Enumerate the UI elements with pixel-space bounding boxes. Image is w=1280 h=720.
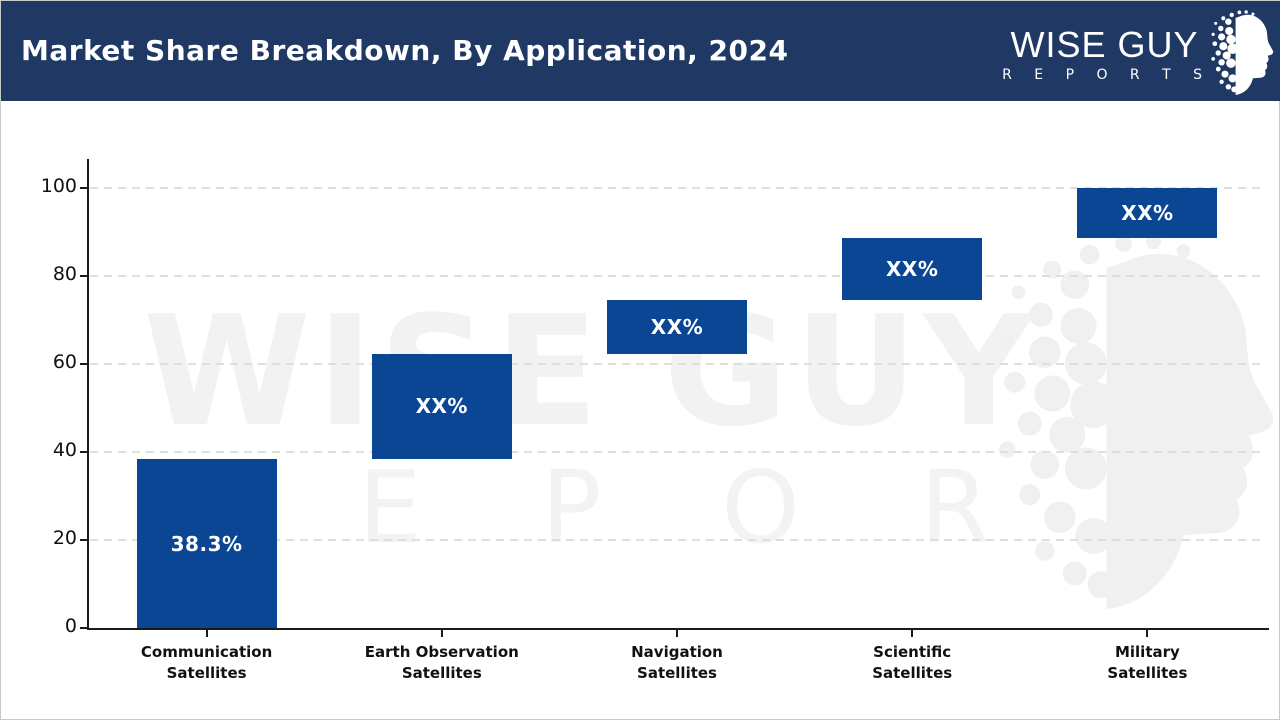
logo-face-icon (1211, 10, 1274, 95)
y-tick-label: 20 (52, 526, 77, 549)
x-axis-label-line: Satellites (166, 664, 247, 682)
x-tick-mark (1146, 630, 1149, 637)
y-tick-mark (80, 627, 88, 629)
y-tick-label: 0 (64, 615, 77, 637)
x-axis-label: Communication Satellites (87, 642, 327, 684)
x-axis-label: Military Satellites (1027, 642, 1267, 684)
x-axis-label: Scientific Satellites (792, 642, 1032, 684)
y-tick-label: 100 (40, 174, 77, 197)
bar-4: XX% (1077, 187, 1218, 238)
bar-value-label: XX% (1121, 200, 1174, 225)
logo-reports-label: R E P O R T S (1002, 66, 1211, 83)
x-axis-line (87, 628, 1269, 630)
y-tick-label: 40 (52, 438, 77, 461)
bar-value-label: XX% (885, 257, 939, 282)
y-tick-label: 80 (52, 262, 77, 285)
bar-0: 38.3% (136, 459, 277, 628)
logo-wiseguy-label: WISE GUY (1010, 23, 1199, 65)
y-tick-mark (80, 186, 88, 189)
y-axis-line (87, 159, 89, 630)
gridline-20 (90, 538, 1266, 541)
bar-1: XX% (371, 353, 512, 460)
x-axis-label: Earth Observation Satellites (322, 642, 562, 684)
x-tick-mark (440, 630, 443, 637)
gridline-80 (90, 274, 1266, 277)
page-title: Market Share Breakdown, By Application, … (21, 34, 789, 67)
bar-value-label: XX% (415, 394, 468, 419)
x-tick-mark (205, 630, 208, 637)
bar-3: XX% (842, 237, 983, 301)
gridline-40 (90, 450, 1266, 453)
bar-value-label: XX% (650, 315, 704, 339)
x-axis-label-line: Communication (140, 643, 273, 661)
y-tick-mark (80, 274, 88, 277)
y-tick-label: 60 (52, 350, 77, 373)
y-tick-mark (80, 362, 88, 365)
x-axis-label: Navigation Satellites (557, 642, 797, 684)
header: Market Share Breakdown, By Application, … (1, 1, 1280, 101)
x-tick-mark (676, 630, 678, 637)
x-axis-label-line: Satellites (872, 664, 953, 682)
gridline-100 (90, 186, 1266, 189)
gridline-60 (90, 362, 1266, 365)
bar-2: XX% (607, 300, 747, 354)
x-axis-label-line: Navigation (631, 643, 723, 661)
bar-value-label: 38.3% (170, 531, 243, 556)
x-axis-label-line: Military (1114, 643, 1180, 661)
x-axis-label-line: Scientific (873, 643, 952, 661)
x-axis-label-line: Earth Observation (364, 643, 519, 661)
x-axis-label-line: Satellites (637, 664, 717, 682)
y-tick-mark (80, 538, 88, 541)
x-tick-mark (911, 630, 914, 637)
y-tick-mark (80, 450, 88, 453)
logo-text: WISE GUY R E P O R T S (998, 24, 1211, 83)
x-axis-label-line: Satellites (401, 664, 482, 682)
wiseguy-logo: WISE GUY R E P O R T S (998, 9, 1275, 97)
x-axis-label-line: Satellites (1107, 664, 1188, 682)
